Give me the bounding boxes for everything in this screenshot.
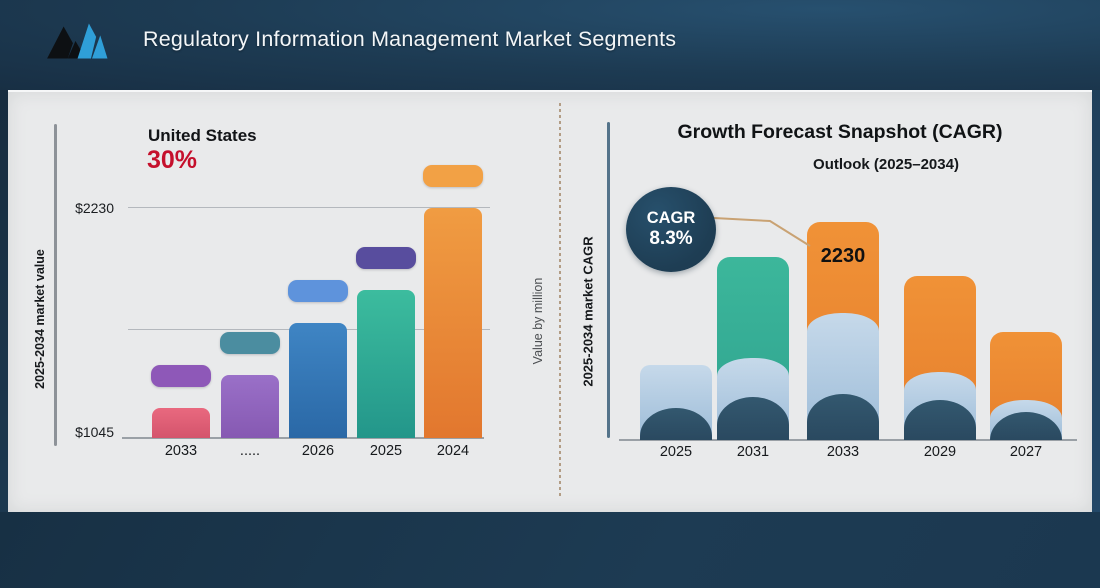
cagr-badge-value: 8.3% [649, 228, 693, 250]
left-chart-title: United States [148, 126, 257, 145]
left-xtick-2026: 2026 [301, 443, 335, 459]
left-bar-2025 [357, 290, 415, 438]
right-bar-base-2033 [807, 394, 879, 440]
page-title: Regulatory Information Management Market… [143, 27, 677, 51]
right-xtick-2029: 2029 [923, 444, 957, 460]
left-chart-ytick-2230: $2230 [75, 200, 114, 216]
right-chart-subtitle: Outlook (2025–2034) [813, 156, 959, 173]
left-bar-2033 [152, 408, 210, 438]
right-chart-y-axis-label: 2025-2034 market CAGR [580, 236, 596, 387]
left-bar-cap-2024 [423, 165, 483, 187]
cagr-badge: CAGR 8.3% [626, 187, 716, 272]
left-xtick-2025: 2025 [369, 443, 403, 459]
right-chart-annotation: 2230 [820, 245, 866, 267]
left-chart-highlight-value: 30% [147, 146, 198, 174]
left-xtick-2024: 2024 [436, 443, 470, 459]
left-bar-cap-..... [220, 332, 280, 354]
left-bar-cap-2025 [356, 247, 416, 269]
right-chart-title: Growth Forecast Snapshot (CAGR) [677, 121, 1003, 143]
header: Regulatory Information Management Market… [0, 0, 1100, 90]
cagr-badge-label: CAGR [646, 209, 696, 228]
value-by-million-label: Value by million [531, 277, 545, 365]
panel-divider-dashed [559, 103, 561, 499]
left-bar-..... [221, 375, 279, 438]
left-bar-2026 [289, 323, 347, 438]
left-xtick-2033: 2033 [164, 443, 198, 459]
left-bar-cap-2033 [151, 365, 211, 387]
ama-logo-icon [47, 23, 108, 59]
left-bar-cap-2026 [288, 280, 348, 302]
right-chart-y-axis-line [607, 122, 610, 438]
left-bar-2024 [424, 208, 482, 438]
footer: @ All Market Analysis Snapshot GlobalReg… [0, 512, 1100, 588]
left-chart-y-axis-label: 2025-2034 market value [33, 249, 47, 389]
left-chart-ytick-1045: $1045 [75, 424, 114, 440]
right-bar-base-2029 [904, 400, 976, 440]
left-chart-gridline-2230 [128, 207, 490, 209]
right-xtick-2033: 2033 [826, 444, 860, 460]
left-xtick-.....: ..... [239, 443, 261, 459]
right-xtick-2027: 2027 [1009, 444, 1043, 460]
right-xtick-2025: 2025 [659, 444, 693, 460]
right-bar-base-2031 [717, 397, 789, 440]
right-xtick-2031: 2031 [736, 444, 770, 460]
left-chart-y-axis-line [54, 124, 57, 446]
